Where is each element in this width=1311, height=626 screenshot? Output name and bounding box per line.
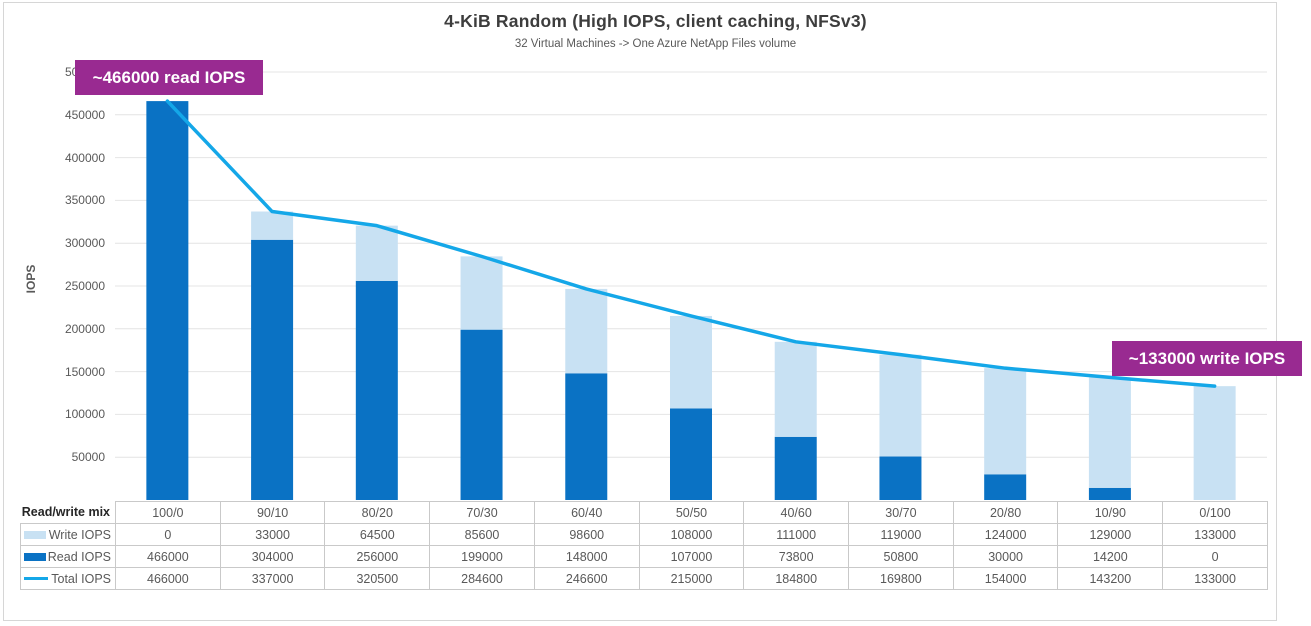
read-iops-bar (774, 436, 817, 500)
read-iops-bar (984, 474, 1027, 500)
y-tick-label: 400000 (64, 150, 105, 165)
series-label-cell: Write IOPS (20, 523, 116, 546)
value-cell: 304000 (219, 545, 326, 568)
total-iops-line-swatch (24, 577, 48, 580)
value-cell: 85600 (429, 523, 535, 546)
value-cell: 50800 (848, 545, 954, 568)
read-iops-bar (565, 373, 608, 500)
value-cell: 129000 (1057, 523, 1164, 546)
value-cell: 64500 (324, 523, 431, 546)
value-cell: 184800 (743, 567, 850, 590)
y-axis-label: IOPS (24, 264, 38, 294)
value-cell: 133000 (1162, 567, 1268, 590)
table-row: Read/write mix 100/0 90/10 80/20 70/30 60/40 5… (20, 501, 1268, 524)
read-iops-bar (355, 280, 398, 500)
category-cell: 40/60 (743, 501, 850, 524)
value-cell: 246600 (533, 567, 640, 590)
write-iops-swatch (24, 530, 46, 539)
read-iops-annotation: ~466000 read IOPS (75, 60, 263, 95)
read-iops-bar (251, 239, 294, 500)
table-row: Read IOPS 466000 304000 256000 199000 148000 1… (20, 545, 1268, 568)
y-tick-label: 150000 (64, 364, 105, 379)
read-iops-bar (460, 329, 503, 500)
read-iops-bar (146, 101, 189, 500)
value-cell: 320500 (324, 567, 431, 590)
series-label-cell: Read IOPS (20, 545, 116, 568)
write-iops-bar (879, 354, 922, 457)
read-iops-bar (1088, 487, 1131, 500)
chart-title: 4-KiB Random (High IOPS, client caching,… (444, 11, 867, 31)
series-name: Read IOPS (47, 549, 111, 564)
value-cell: 199000 (429, 545, 535, 568)
value-cell: 133000 (1162, 523, 1268, 546)
chart-subtitle: 32 Virtual Machines -> One Azure NetApp … (514, 38, 797, 50)
total-iops-line (165, 99, 1217, 388)
value-cell: 98600 (533, 523, 640, 546)
category-cell: 60/40 (533, 501, 640, 524)
category-cell: 80/20 (324, 501, 431, 524)
value-cell: 111000 (743, 523, 850, 546)
category-cell: 50/50 (638, 501, 745, 524)
write-iops-bar (251, 211, 294, 240)
value-cell: 284600 (429, 567, 535, 590)
write-iops-bar (1088, 377, 1131, 488)
category-cell: 70/30 (429, 501, 535, 524)
y-tick-label: 100000 (64, 407, 105, 422)
value-cell: 30000 (952, 545, 1059, 568)
write-iops-bar (670, 315, 712, 409)
y-tick-label: 300000 (64, 236, 105, 251)
category-cell: 0/100 (1162, 501, 1268, 524)
write-iops-bar (355, 225, 398, 281)
series-name: Total IOPS (51, 571, 111, 586)
value-cell: 107000 (638, 545, 745, 568)
data-table: Read/write mix 100/0 90/10 80/20 70/30 60/40 5… (20, 501, 1268, 590)
category-cell: 90/10 (219, 501, 326, 524)
value-cell: 119000 (848, 523, 954, 546)
value-cell: 466000 (115, 545, 221, 568)
series-label-cell: Total IOPS (20, 567, 116, 590)
write-iops-annotation: ~133000 write IOPS (1112, 341, 1302, 376)
value-cell: 33000 (219, 523, 326, 546)
category-cell: 20/80 (952, 501, 1059, 524)
value-cell: 0 (1162, 545, 1268, 568)
read-iops-swatch (24, 552, 46, 561)
write-iops-bar (774, 341, 817, 437)
y-tick-label: 200000 (64, 321, 105, 336)
write-iops-bar (460, 256, 503, 330)
write-iops-bar (1193, 386, 1236, 500)
y-tick-label: 350000 (64, 193, 105, 208)
y-tick-label: 250000 (64, 279, 105, 293)
value-cell: 14200 (1057, 545, 1164, 568)
value-cell: 215000 (638, 567, 745, 590)
value-cell: 73800 (743, 545, 850, 568)
category-cell: 30/70 (848, 501, 954, 524)
value-cell: 256000 (324, 545, 431, 568)
table-row: Write IOPS 0 33000 64500 85600 98600 108000 111… (20, 523, 1268, 546)
value-cell: 124000 (952, 523, 1059, 546)
value-cell: 337000 (219, 567, 326, 590)
read-iops-bar (670, 408, 712, 500)
write-iops-bar (984, 368, 1027, 475)
value-cell: 0 (115, 523, 221, 546)
value-cell: 169800 (848, 567, 954, 590)
category-cell: 10/90 (1057, 501, 1164, 524)
value-cell: 148000 (533, 545, 640, 568)
value-cell: 466000 (115, 567, 221, 590)
category-cell: 100/0 (115, 501, 221, 524)
y-tick-label: 450000 (64, 107, 105, 122)
value-cell: 143200 (1057, 567, 1164, 590)
row-header: Read/write mix (20, 501, 116, 524)
write-iops-bar (565, 288, 608, 374)
read-iops-bar (879, 456, 922, 500)
value-cell: 108000 (638, 523, 745, 546)
table-row: Total IOPS 466000 337000 320500 284600 246600… (20, 567, 1268, 590)
y-tick-label: 50000 (71, 450, 105, 465)
value-cell: 154000 (952, 567, 1059, 590)
series-name: Write IOPS (48, 527, 111, 542)
